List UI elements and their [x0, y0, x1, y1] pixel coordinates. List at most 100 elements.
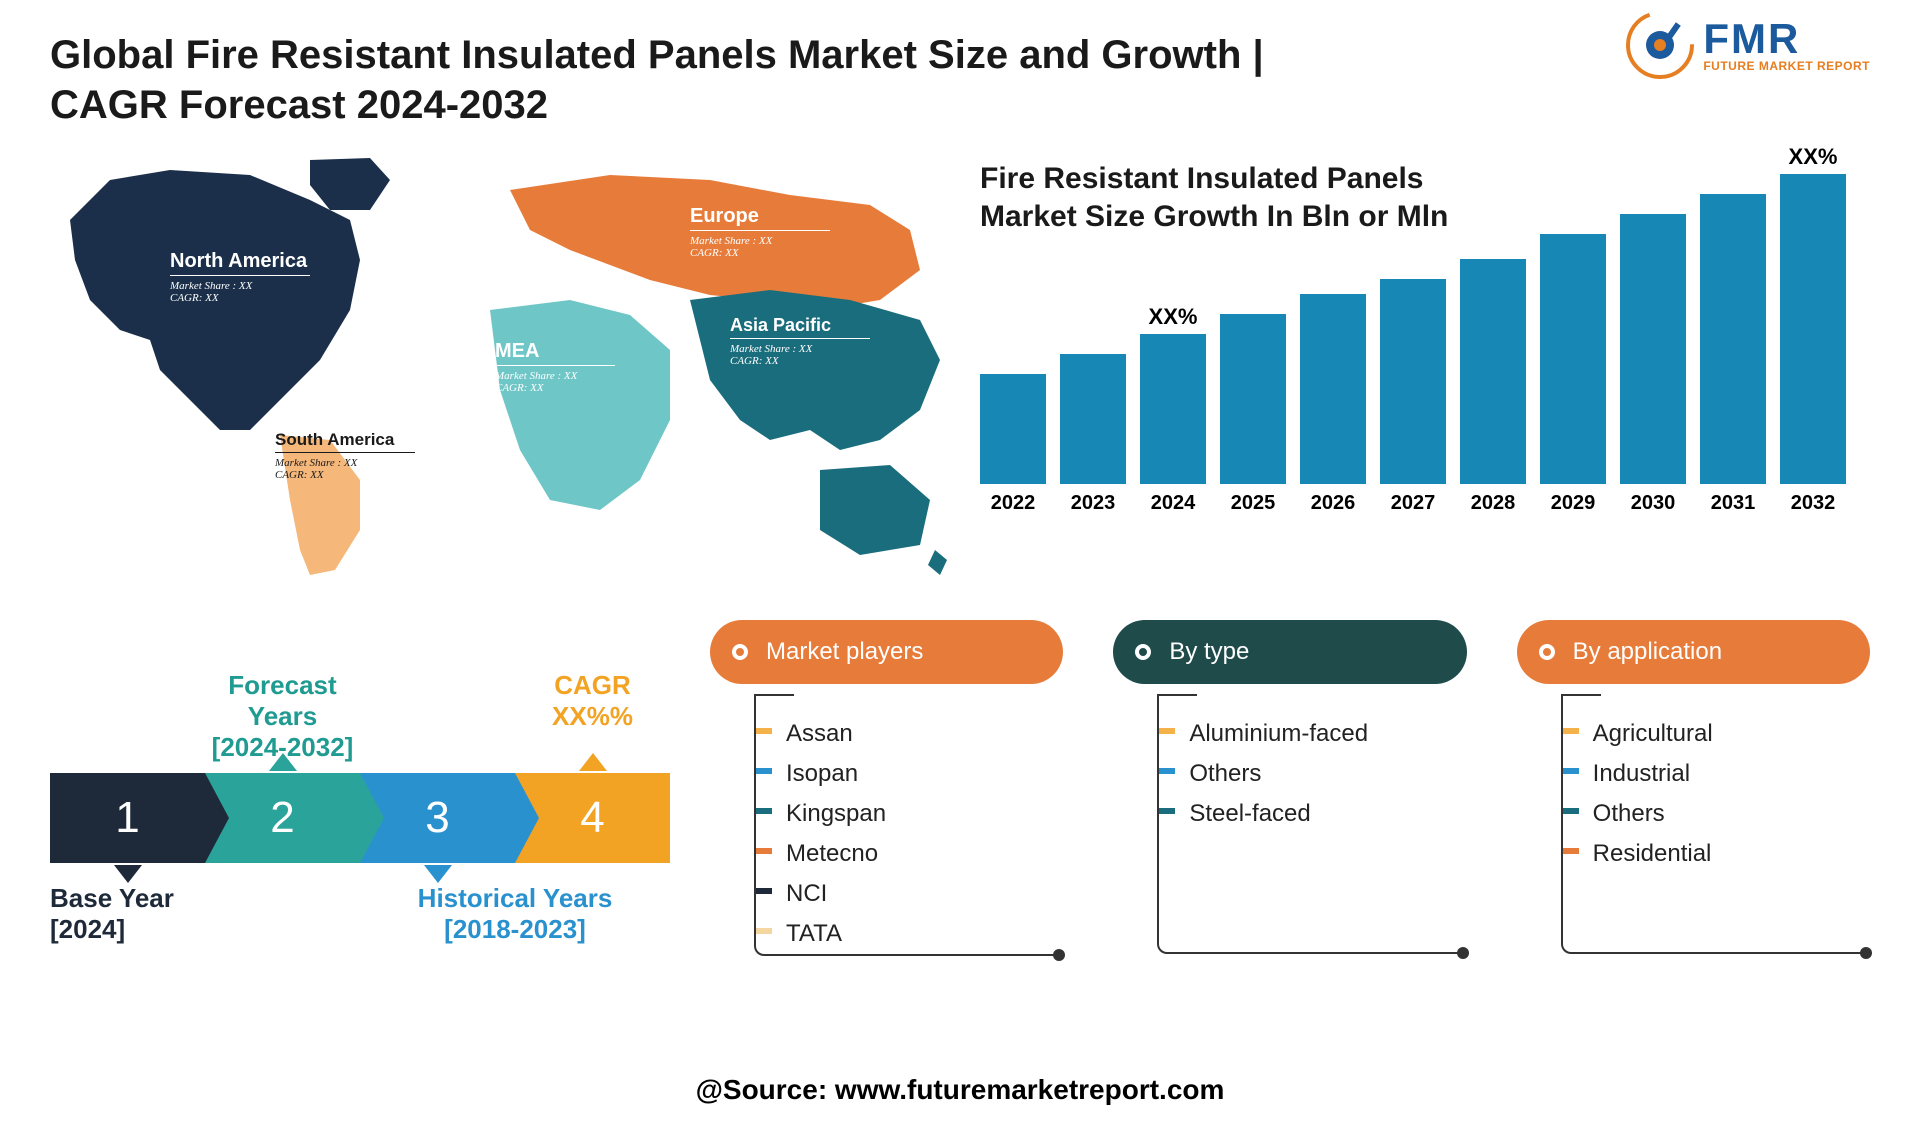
bar-rect — [980, 374, 1046, 484]
infographic-container: Global Fire Resistant Insulated Panels M… — [0, 0, 1920, 1146]
list-item: Residential — [1593, 834, 1870, 874]
bar-rect — [1380, 279, 1446, 484]
label-north-america: North America Market Share : XX CAGR: XX — [170, 250, 310, 304]
base-year-label: Base Year [2024] — [50, 883, 360, 945]
region-nz — [928, 550, 947, 575]
pill-dot-icon — [1539, 644, 1555, 660]
bar-rect — [1620, 214, 1686, 484]
list-item: NCI — [786, 874, 1063, 914]
bar-2028: 2028 — [1460, 259, 1526, 515]
bar-year-label: 2023 — [1071, 492, 1116, 515]
pill-bracket: AssanIsopanKingspanMetecnoNCITATA — [754, 694, 1063, 956]
pill-col-by_application: By application AgriculturalIndustrialOthe… — [1517, 620, 1870, 956]
pill-col-market_players: Market players AssanIsopanKingspanMetecno… — [710, 620, 1063, 956]
historical-label: Historical Years [2018-2023] — [360, 883, 670, 945]
pill-bracket: Aluminium-facedOthersSteel-faced — [1157, 694, 1466, 954]
pill-bracket: AgriculturalIndustrialOthersResidential — [1561, 694, 1870, 954]
timeline-seg-num: 4 — [580, 793, 604, 843]
pill-label: Market players — [766, 638, 923, 666]
bar-pct-2024: XX% — [1149, 304, 1198, 330]
pill-list: Aluminium-facedOthersSteel-faced — [1159, 714, 1466, 834]
bar-rect — [1780, 174, 1846, 484]
bar-rect — [1300, 294, 1366, 484]
bar-2031: 2031 — [1700, 194, 1766, 515]
list-item: Aluminium-faced — [1189, 714, 1466, 754]
logo-text-sub: FUTURE MARKET REPORT — [1703, 60, 1870, 72]
bar-year-label: 2025 — [1231, 492, 1276, 515]
bar-2022: 2022 — [980, 374, 1046, 515]
triangle-down-icon — [114, 865, 142, 883]
region-greenland — [310, 158, 390, 210]
bar-2029: 2029 — [1540, 234, 1606, 515]
page-title: Global Fire Resistant Insulated Panels M… — [50, 30, 1300, 130]
bar-year-label: 2028 — [1471, 492, 1516, 515]
segment-columns: Market players AssanIsopanKingspanMetecno… — [710, 620, 1870, 956]
list-item: Assan — [786, 714, 1063, 754]
label-asia-pacific: Asia Pacific Market Share : XX CAGR: XX — [730, 315, 870, 367]
pill-header-by_type: By type — [1113, 620, 1466, 684]
bar-year-label: 2031 — [1711, 492, 1756, 515]
triangle-up-icon — [269, 753, 297, 771]
bar-chart: Fire Resistant Insulated Panels Market S… — [980, 150, 1870, 580]
bar-rect — [1060, 354, 1126, 484]
list-item: Agricultural — [1593, 714, 1870, 754]
bar-rect — [1700, 194, 1766, 484]
bar-rect — [1460, 259, 1526, 484]
bar-2023: 2023 — [1060, 354, 1126, 515]
bar-pct-2032: XX% — [1789, 144, 1838, 170]
timeline-block: . Forecast Years [2024-2032] . CAGR XX%%… — [50, 670, 670, 945]
cagr-label: CAGR XX%% — [515, 670, 670, 763]
bar-year-label: 2030 — [1631, 492, 1676, 515]
region-australia — [820, 465, 930, 555]
bar-rect — [1140, 334, 1206, 484]
bar-rect — [1540, 234, 1606, 484]
pill-label: By type — [1169, 638, 1249, 666]
label-south-america: South America Market Share : XX CAGR: XX — [275, 430, 415, 481]
pill-label: By application — [1573, 638, 1722, 666]
brand-logo: FMR FUTURE MARKET REPORT — [1625, 10, 1870, 80]
timeline-seg-1: 1 — [50, 773, 205, 863]
timeline-seg-num: 2 — [270, 793, 294, 843]
timeline-seg-num: 3 — [425, 793, 449, 843]
label-mea: MEA Market Share : XX CAGR: XX — [495, 340, 615, 394]
list-item: Steel-faced — [1189, 794, 1466, 834]
chart-bars: 202220232024XX%2025202620272028202920302… — [980, 195, 1870, 515]
forecast-label: Forecast Years [2024-2032] — [205, 670, 360, 763]
list-item: Metecno — [786, 834, 1063, 874]
list-item: TATA — [786, 914, 1063, 954]
label-europe: Europe Market Share : XX CAGR: XX — [690, 205, 830, 259]
pill-col-by_type: By type Aluminium-facedOthersSteel-faced — [1113, 620, 1466, 956]
pill-list: AgriculturalIndustrialOthersResidential — [1563, 714, 1870, 874]
list-item: Kingspan — [786, 794, 1063, 834]
pill-dot-icon — [732, 644, 748, 660]
timeline-bar: 1 2 3 4 — [50, 773, 670, 863]
bar-2030: 2030 — [1620, 214, 1686, 515]
list-item: Industrial — [1593, 754, 1870, 794]
logo-icon — [1625, 10, 1695, 80]
pill-header-by_application: By application — [1517, 620, 1870, 684]
pill-list: AssanIsopanKingspanMetecnoNCITATA — [756, 714, 1063, 954]
bar-2026: 2026 — [1300, 294, 1366, 515]
region-asia-pacific — [690, 290, 940, 450]
bar-rect — [1220, 314, 1286, 484]
bar-year-label: 2032 — [1791, 492, 1836, 515]
timeline-seg-num: 1 — [115, 793, 139, 843]
bar-year-label: 2022 — [991, 492, 1036, 515]
list-item: Others — [1593, 794, 1870, 834]
source-attribution: @Source: www.futuremarketreport.com — [696, 1074, 1225, 1106]
pill-dot-icon — [1135, 644, 1151, 660]
logo-text-fmr: FMR — [1703, 18, 1870, 60]
bar-2027: 2027 — [1380, 279, 1446, 515]
list-item: Isopan — [786, 754, 1063, 794]
bar-year-label: 2024 — [1151, 492, 1196, 515]
bar-year-label: 2029 — [1551, 492, 1596, 515]
world-map: North America Market Share : XX CAGR: XX… — [50, 150, 960, 580]
region-mea — [490, 300, 670, 510]
triangle-up-icon — [579, 753, 607, 771]
bar-year-label: 2026 — [1311, 492, 1356, 515]
list-item: Others — [1189, 754, 1466, 794]
bar-2032: 2032XX% — [1780, 174, 1846, 515]
triangle-down-icon — [424, 865, 452, 883]
bar-2024: 2024XX% — [1140, 334, 1206, 515]
bar-2025: 2025 — [1220, 314, 1286, 515]
